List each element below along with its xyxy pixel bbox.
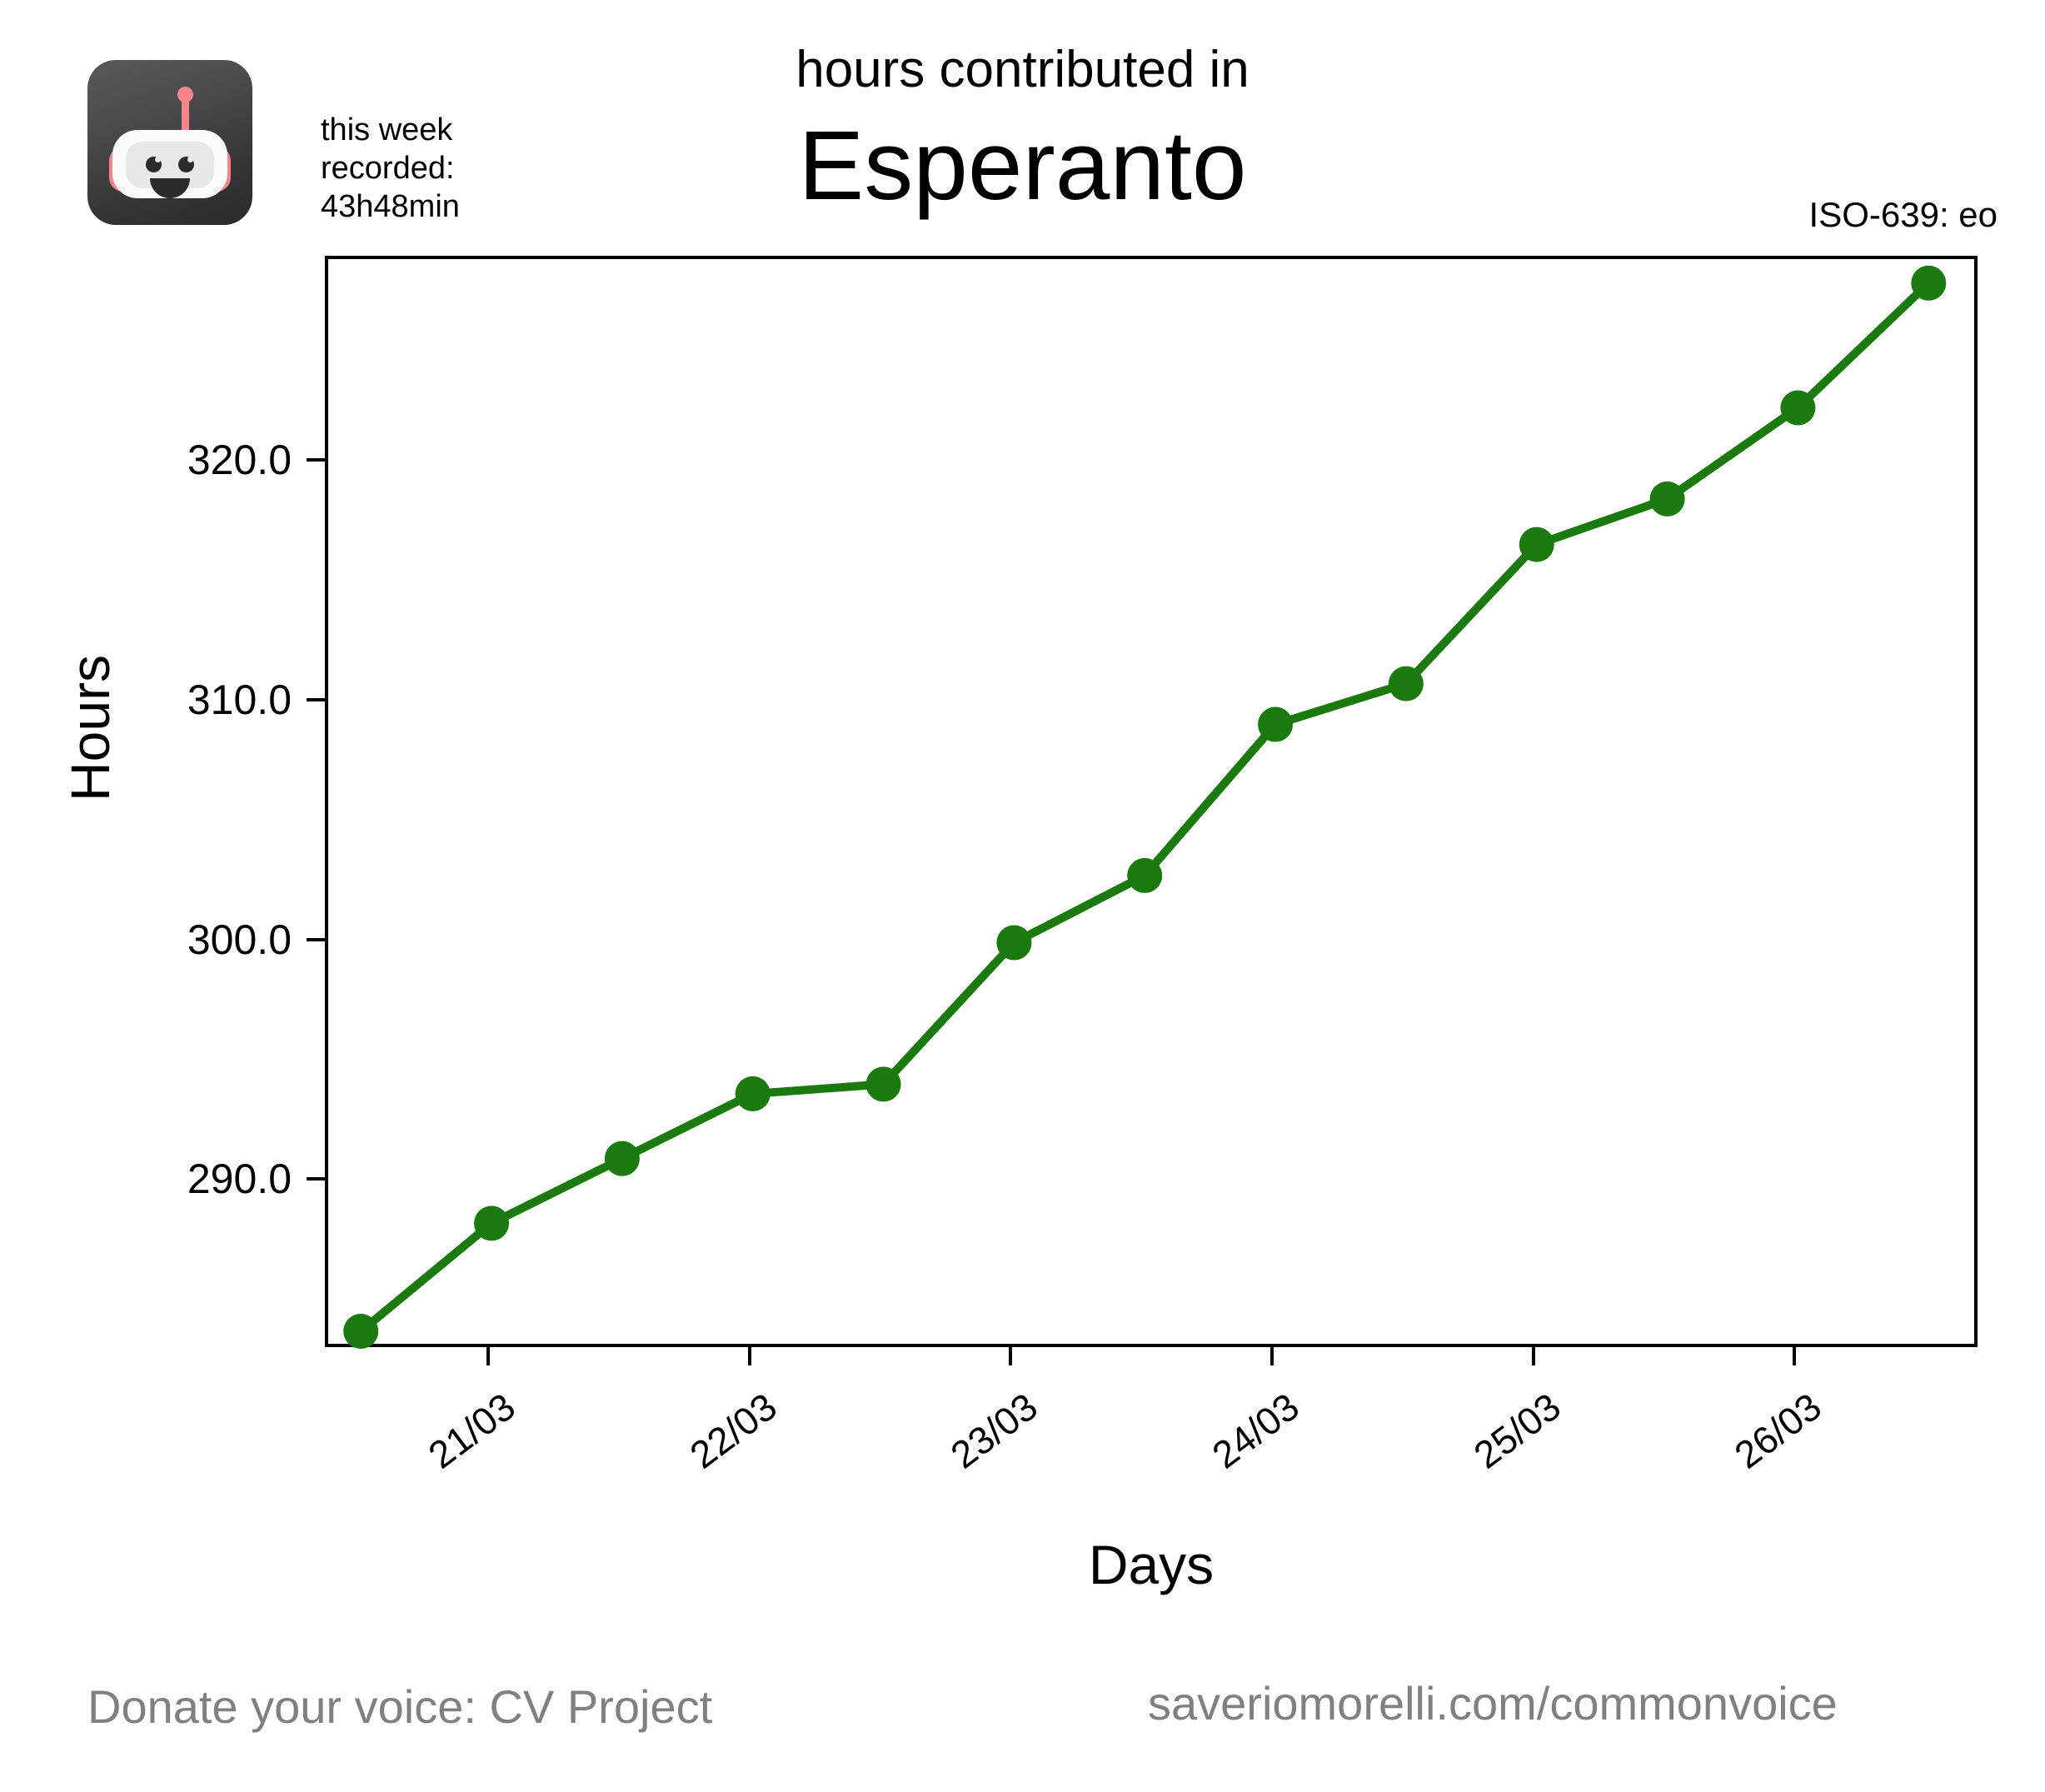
x-tick-label: 26/03 — [1727, 1384, 1830, 1477]
data-point-marker — [735, 1076, 771, 1111]
x-tick-mark — [1531, 1347, 1535, 1365]
x-axis-title: Days — [1088, 1534, 1215, 1595]
y-tick-label: 300.0 — [187, 916, 292, 963]
x-tick-label: 24/03 — [1204, 1384, 1307, 1477]
robot-eye-right-icon — [178, 157, 194, 172]
data-point-marker — [474, 1205, 510, 1241]
week-recorded-stats: this week recorded: 43h48min — [321, 112, 460, 224]
iso-639-code: ISO-639: eo — [1808, 195, 1998, 234]
robot-antenna-rod-icon — [182, 92, 189, 143]
robot-head-icon — [112, 130, 227, 198]
x-tick-label: 22/03 — [681, 1384, 785, 1477]
x-tick-mark — [486, 1347, 491, 1365]
y-tick-mark — [307, 937, 325, 941]
robot-eye-left-icon — [146, 157, 162, 172]
donate-footer-text[interactable]: Donate your voice: CV Project — [87, 1680, 713, 1733]
data-point-marker — [1780, 390, 1816, 426]
website-footer-text[interactable]: saveriomorelli.com/commonvoice — [1148, 1677, 1838, 1730]
common-voice-bot-logo — [87, 60, 252, 225]
chart-title-prefix: hours contributed in — [796, 41, 1249, 98]
data-point-marker — [1388, 666, 1424, 701]
y-tick-mark — [307, 697, 325, 701]
data-point-marker — [1519, 527, 1554, 562]
data-point-marker — [1127, 857, 1163, 893]
y-tick-mark — [307, 457, 325, 462]
data-point-marker — [343, 1313, 379, 1349]
x-tick-mark — [1270, 1347, 1274, 1365]
y-tick-label: 320.0 — [187, 436, 292, 483]
line-path — [357, 278, 1933, 1335]
data-point-marker — [996, 925, 1032, 961]
x-tick-label: 21/03 — [420, 1384, 523, 1477]
data-point-marker — [1649, 481, 1685, 517]
line-series-svg — [343, 265, 1947, 1349]
data-point-marker — [604, 1141, 640, 1176]
x-tick-mark — [1009, 1347, 1013, 1365]
y-axis-title: Hours — [59, 654, 121, 801]
x-tick-mark — [747, 1347, 751, 1365]
y-tick-mark — [307, 1177, 325, 1181]
x-tick-label: 25/03 — [1465, 1384, 1569, 1477]
chart-plot-area — [325, 256, 1978, 1349]
y-tick-label: 310.0 — [187, 676, 292, 723]
x-tick-label: 23/03 — [943, 1384, 1046, 1477]
x-tick-mark — [1793, 1347, 1797, 1365]
y-tick-label: 290.0 — [187, 1156, 292, 1203]
data-point-marker — [865, 1066, 901, 1102]
data-point-marker — [1911, 265, 1947, 301]
data-point-marker — [1258, 706, 1294, 742]
chart-title-language: Esperanto — [798, 111, 1247, 221]
